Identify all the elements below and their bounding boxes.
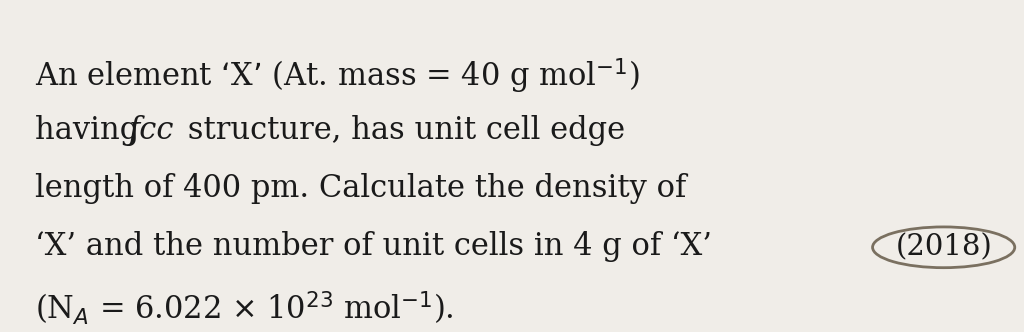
Text: fcc: fcc xyxy=(129,115,175,146)
Text: ‘X’ and the number of unit cells in 4 g of ‘X’: ‘X’ and the number of unit cells in 4 g … xyxy=(35,231,712,262)
Text: (N$_A$ = 6.022 $\times$ 10$^{23}$ mol$^{-1}$).: (N$_A$ = 6.022 $\times$ 10$^{23}$ mol$^{… xyxy=(35,290,454,327)
Text: (2018): (2018) xyxy=(895,233,992,261)
Text: having: having xyxy=(35,115,148,146)
Text: length of 400 pm. Calculate the density of: length of 400 pm. Calculate the density … xyxy=(35,173,686,204)
Text: structure, has unit cell edge: structure, has unit cell edge xyxy=(178,115,625,146)
Text: An element ‘X’ (At. mass = 40 g mol$^{-1}$): An element ‘X’ (At. mass = 40 g mol$^{-1… xyxy=(35,56,639,96)
